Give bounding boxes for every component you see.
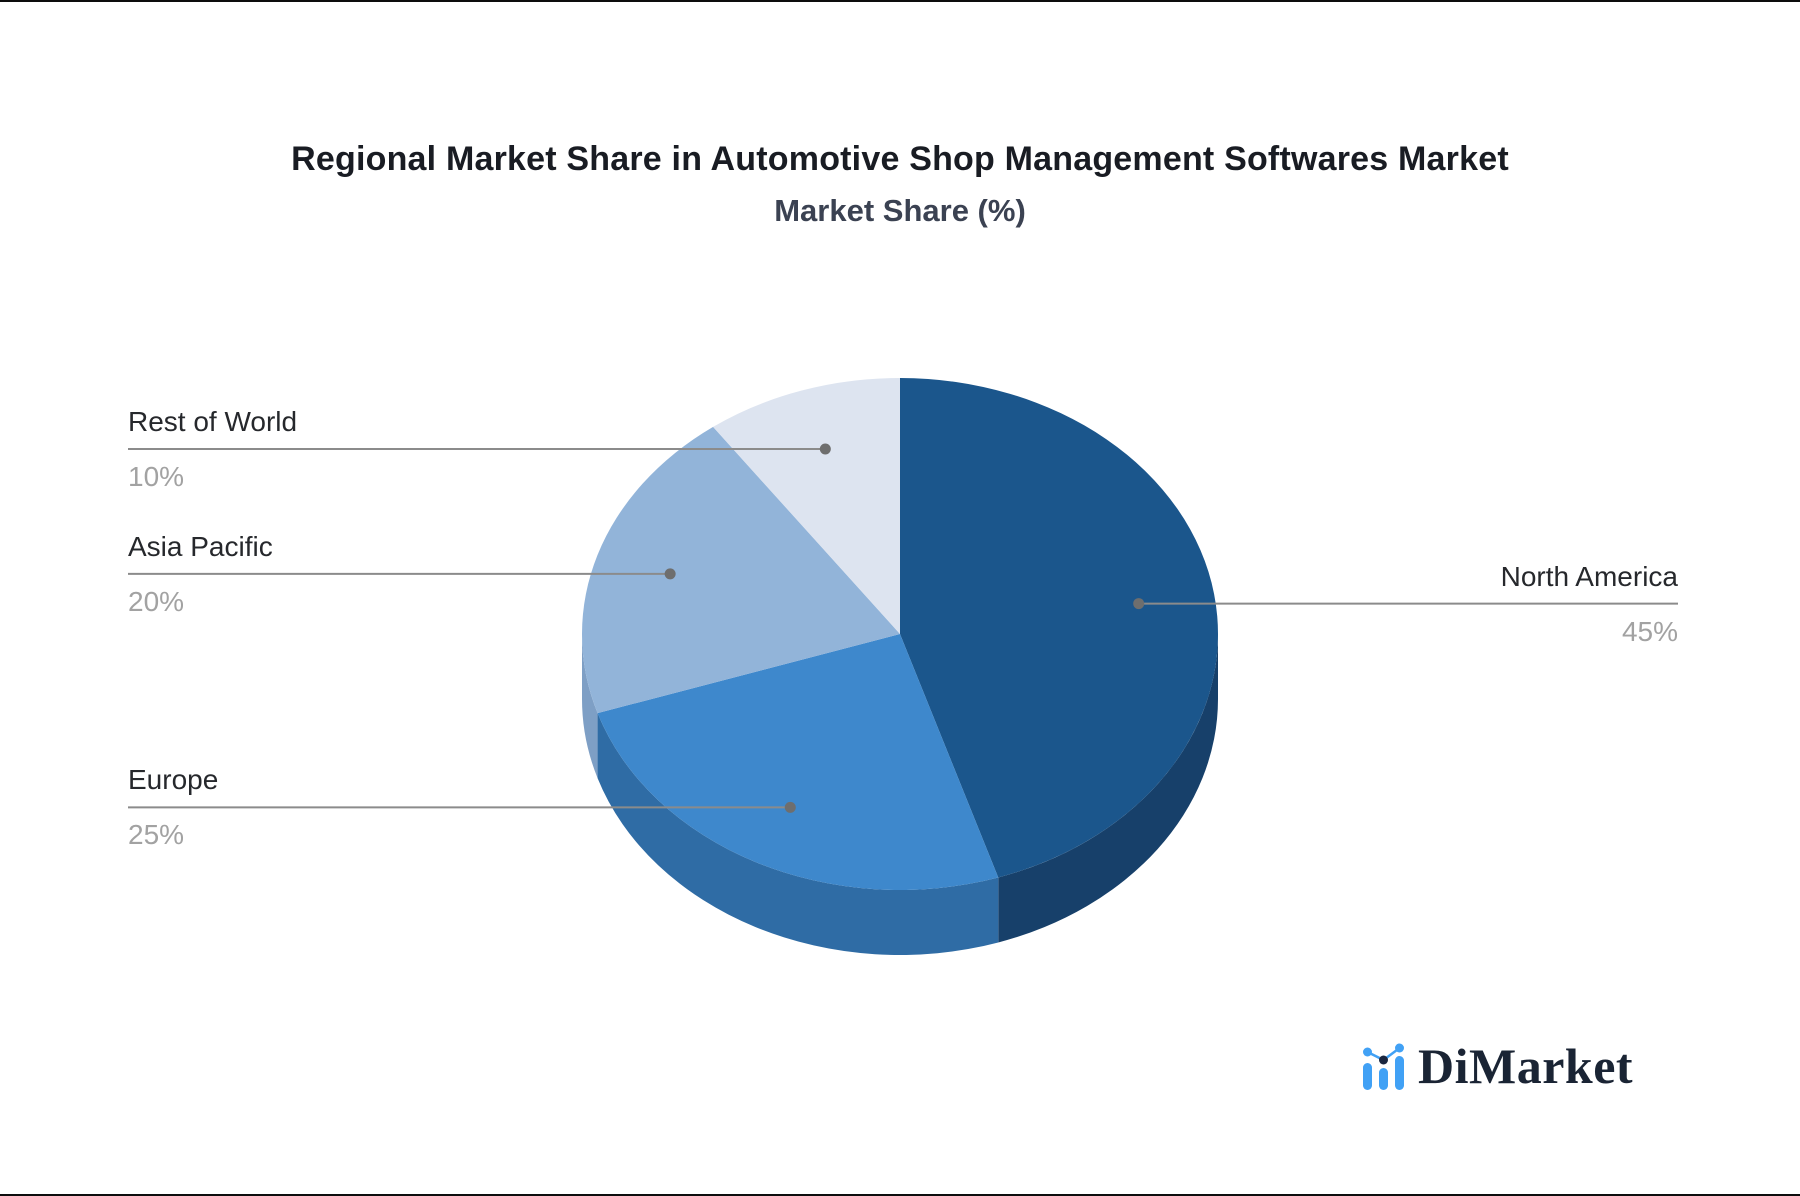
slice-value-rest-of-world: 10% (128, 460, 185, 492)
brand-logo: DiMarket (1363, 1037, 1634, 1094)
slice-dot-rest-of-world (819, 443, 831, 455)
pie-slice-rest-of-world[interactable] (713, 378, 900, 634)
slice-dot-europe (784, 801, 796, 813)
chart-title: Regional Market Share in Automotive Shop… (291, 140, 1509, 178)
pie-slice-europe[interactable] (597, 634, 999, 890)
pie-slice-side-asia-pacific (582, 634, 598, 779)
slice-label-europe: Europe (128, 764, 219, 796)
slice-value-europe: 25% (128, 819, 185, 851)
pie-slice-side-north-america (998, 634, 1218, 943)
slice-value-north-america: 45% (1621, 615, 1678, 647)
pie-slice-asia-pacific[interactable] (582, 426, 900, 714)
slice-label-north-america: North America (1500, 560, 1678, 592)
slice-dot-asia-pacific (664, 568, 676, 580)
brand-logo-text: DiMarket (1418, 1037, 1634, 1094)
chart-subtitle: Market Share (%) (774, 193, 1026, 228)
slice-label-asia-pacific: Asia Pacific (128, 530, 273, 562)
slice-label-rest-of-world: Rest of World (128, 405, 298, 437)
bar-line-chart-icon (1363, 1043, 1404, 1090)
slice-dot-north-america (1133, 598, 1145, 610)
pie-slice-north-america[interactable] (900, 378, 1218, 878)
slice-value-asia-pacific: 20% (128, 585, 185, 617)
pie-slice-side-europe (597, 713, 999, 955)
